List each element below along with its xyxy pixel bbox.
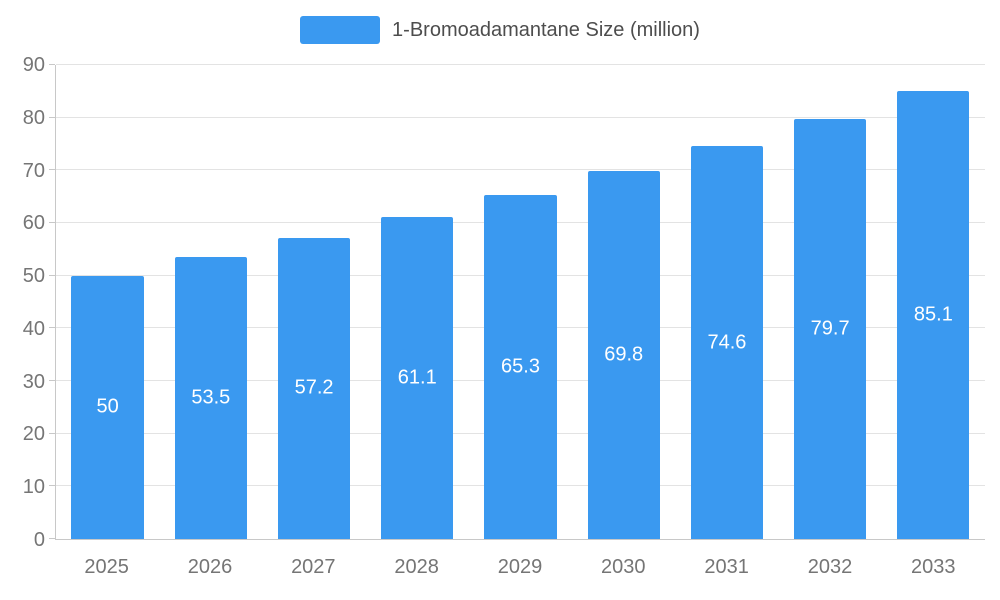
bar-2030: 69.8 bbox=[587, 171, 660, 539]
bar-band: 74.6 bbox=[675, 65, 778, 539]
y-tick-mark bbox=[49, 64, 55, 65]
bar-value-label: 57.2 bbox=[294, 376, 334, 399]
y-tick-label: 60 bbox=[22, 212, 45, 235]
bar-value-label: 69.8 bbox=[604, 343, 644, 366]
x-tick-label: 2025 bbox=[84, 556, 129, 578]
bars: 50 53.5 57.2 61.1 65.3 69.8 74.6 79.7 85.1 bbox=[56, 65, 985, 539]
bar-band: 61.1 bbox=[366, 65, 469, 539]
x-tick-label: 2033 bbox=[911, 556, 956, 578]
x-tick-label: 2026 bbox=[187, 556, 233, 578]
y-tick-mark bbox=[49, 380, 55, 382]
y-tick-label: 70 bbox=[22, 159, 45, 182]
bar-value-label: 61.1 bbox=[397, 366, 437, 389]
y-tick-label: 20 bbox=[22, 423, 45, 446]
y-tick-label: 10 bbox=[22, 476, 45, 499]
gridline bbox=[56, 116, 985, 118]
y-tick-label: 80 bbox=[22, 106, 45, 129]
bar-band: 50 bbox=[56, 65, 159, 539]
bar-band: 69.8 bbox=[572, 65, 675, 539]
x-axis: 2025 2026 2027 2028 2029 2030 2031 2032 2033 bbox=[55, 540, 985, 579]
bar-value-label: 53.5 bbox=[191, 386, 231, 409]
x-tick-label: 2029 bbox=[497, 556, 543, 578]
y-tick-mark bbox=[49, 116, 55, 118]
y-tick-mark bbox=[49, 274, 55, 276]
x-tick-label: 2028 bbox=[394, 556, 439, 578]
x-tick-label: 2030 bbox=[601, 556, 646, 578]
legend-swatch bbox=[300, 16, 381, 44]
y-tick-label: 50 bbox=[22, 265, 45, 288]
bar-2029: 65.3 bbox=[484, 195, 557, 539]
x-tick-label: 2032 bbox=[807, 556, 853, 578]
bar-2033: 85.1 bbox=[897, 90, 970, 539]
bar-band: 57.2 bbox=[262, 65, 365, 539]
y-tick-mark bbox=[49, 432, 55, 434]
bar-2032: 79.7 bbox=[794, 119, 867, 539]
gridline bbox=[56, 169, 985, 171]
bar-2028: 61.1 bbox=[381, 217, 454, 539]
y-tick-mark bbox=[49, 169, 55, 171]
x-tick-label: 2031 bbox=[704, 556, 749, 578]
bar-value-label: 85.1 bbox=[913, 303, 953, 326]
y-tick-label: 90 bbox=[22, 54, 45, 76]
x-tick-label: 2027 bbox=[291, 556, 336, 578]
gridline bbox=[56, 64, 985, 65]
bar-value-label: 79.7 bbox=[810, 317, 850, 340]
y-tick-label: 0 bbox=[33, 529, 45, 551]
bar-value-label: 74.6 bbox=[707, 331, 747, 354]
bar-2027: 57.2 bbox=[277, 237, 351, 539]
plot-area: 50 53.5 57.2 61.1 65.3 69.8 74.6 79.7 85.1 bbox=[49, 64, 985, 540]
y-axis: 0 10 20 30 40 50 60 70 80 90 bbox=[0, 55, 45, 550]
bar-value-label: 50 bbox=[96, 395, 119, 418]
y-tick-mark bbox=[49, 485, 55, 487]
y-tick-mark bbox=[49, 538, 55, 539]
bar-band: 53.5 bbox=[159, 65, 262, 539]
bar-band: 65.3 bbox=[469, 65, 572, 539]
legend-label: 1-Bromoadamantane Size (million) bbox=[392, 18, 700, 41]
y-tick-mark bbox=[49, 222, 55, 224]
bar-2025: 50 bbox=[71, 275, 144, 539]
bar-band: 85.1 bbox=[882, 65, 985, 539]
y-tick-label: 40 bbox=[22, 317, 45, 340]
bar-value-label: 65.3 bbox=[501, 355, 540, 378]
y-tick-label: 30 bbox=[22, 370, 45, 393]
y-tick-mark bbox=[49, 327, 55, 329]
bar-2031: 74.6 bbox=[690, 146, 764, 539]
legend[interactable]: 1-Bromoadamantane Size (million) bbox=[0, 16, 1000, 44]
bar-2026: 53.5 bbox=[174, 257, 247, 539]
bar-band: 79.7 bbox=[779, 65, 882, 539]
